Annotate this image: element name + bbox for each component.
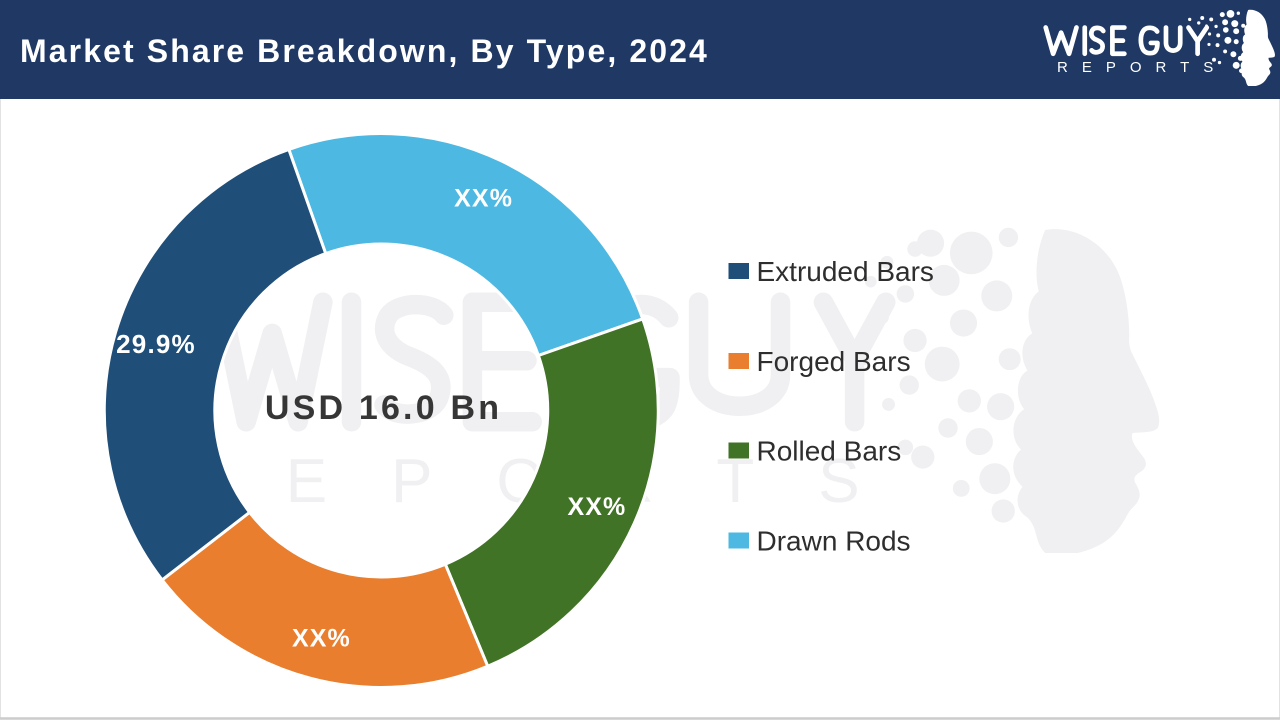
svg-text:XX%: XX% [292,625,351,653]
svg-text:Market Share Breakdown, By Typ: Market Share Breakdown, By Type, 2024 [20,33,709,69]
svg-text:Forged Bars: Forged Bars [757,346,911,377]
svg-text:USD 16.0 Bn: USD 16.0 Bn [265,389,502,427]
svg-text:Drawn Rods: Drawn Rods [757,526,911,557]
svg-text:XX%: XX% [567,493,626,521]
svg-text:29.9%: 29.9% [116,329,196,359]
svg-text:REPORTS: REPORTS [1057,59,1227,76]
svg-text:Rolled Bars: Rolled Bars [757,436,902,467]
svg-text:Extruded Bars: Extruded Bars [757,256,934,287]
svg-text:XX%: XX% [454,185,513,213]
